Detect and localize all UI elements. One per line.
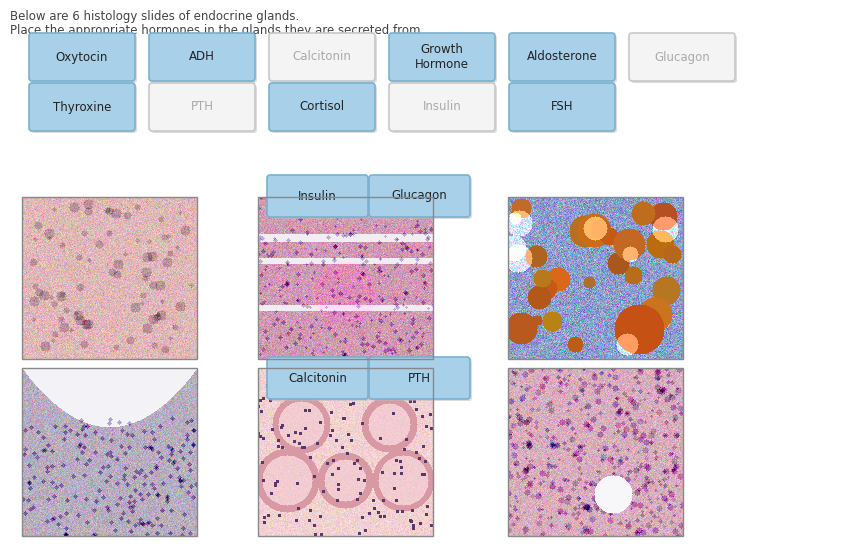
FancyBboxPatch shape xyxy=(151,85,257,133)
FancyBboxPatch shape xyxy=(151,35,257,83)
Text: Oxytocin: Oxytocin xyxy=(56,50,108,64)
Text: Calcitonin: Calcitonin xyxy=(292,50,351,64)
FancyBboxPatch shape xyxy=(511,85,617,133)
FancyBboxPatch shape xyxy=(391,35,497,83)
FancyBboxPatch shape xyxy=(31,35,137,83)
FancyBboxPatch shape xyxy=(511,35,617,83)
FancyBboxPatch shape xyxy=(369,357,470,399)
FancyBboxPatch shape xyxy=(509,83,615,131)
Text: Growth
Hormone: Growth Hormone xyxy=(415,43,469,71)
Bar xyxy=(22,368,197,536)
Bar xyxy=(508,197,683,359)
FancyBboxPatch shape xyxy=(267,357,368,399)
FancyBboxPatch shape xyxy=(271,85,377,133)
Bar xyxy=(22,197,197,359)
Text: Below are 6 histology slides of endocrine glands.: Below are 6 histology slides of endocrin… xyxy=(10,10,299,23)
Text: Place the appropriate hormones in the glands they are secreted from.: Place the appropriate hormones in the gl… xyxy=(10,24,424,37)
FancyBboxPatch shape xyxy=(269,177,370,219)
FancyBboxPatch shape xyxy=(149,83,255,131)
FancyBboxPatch shape xyxy=(509,33,615,81)
Text: Calcitonin: Calcitonin xyxy=(288,372,347,384)
FancyBboxPatch shape xyxy=(271,35,377,83)
FancyBboxPatch shape xyxy=(149,33,255,81)
FancyBboxPatch shape xyxy=(389,83,495,131)
FancyBboxPatch shape xyxy=(371,177,472,219)
Text: Insulin: Insulin xyxy=(423,101,461,113)
Bar xyxy=(258,197,433,359)
FancyBboxPatch shape xyxy=(267,175,368,217)
Bar xyxy=(258,368,433,536)
FancyBboxPatch shape xyxy=(391,85,497,133)
FancyBboxPatch shape xyxy=(369,175,470,217)
Text: PTH: PTH xyxy=(190,101,214,113)
Text: Thyroxine: Thyroxine xyxy=(53,101,112,113)
Text: PTH: PTH xyxy=(408,372,431,384)
FancyBboxPatch shape xyxy=(269,33,375,81)
Text: ADH: ADH xyxy=(189,50,215,64)
FancyBboxPatch shape xyxy=(269,359,370,401)
FancyBboxPatch shape xyxy=(269,83,375,131)
FancyBboxPatch shape xyxy=(629,33,735,81)
FancyBboxPatch shape xyxy=(631,35,737,83)
FancyBboxPatch shape xyxy=(29,33,135,81)
FancyBboxPatch shape xyxy=(31,85,137,133)
Text: Insulin: Insulin xyxy=(298,190,336,202)
FancyBboxPatch shape xyxy=(389,33,495,81)
Text: Glucagon: Glucagon xyxy=(654,50,710,64)
Text: FSH: FSH xyxy=(551,101,573,113)
Text: Aldosterone: Aldosterone xyxy=(527,50,598,64)
Bar xyxy=(508,368,683,536)
FancyBboxPatch shape xyxy=(371,359,472,401)
FancyBboxPatch shape xyxy=(29,83,135,131)
Text: Glucagon: Glucagon xyxy=(392,190,447,202)
Text: Cortisol: Cortisol xyxy=(299,101,344,113)
